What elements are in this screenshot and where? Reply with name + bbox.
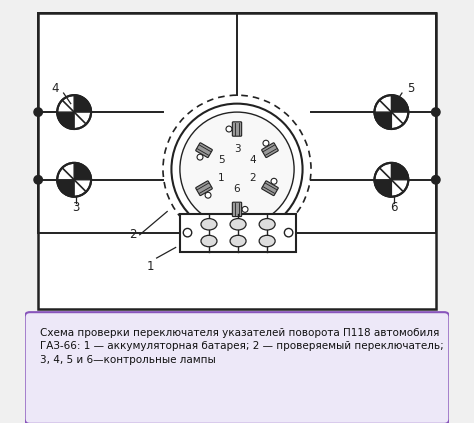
Text: 1: 1 [146, 260, 154, 273]
Circle shape [205, 192, 211, 198]
Polygon shape [74, 163, 91, 180]
FancyBboxPatch shape [262, 143, 278, 157]
Circle shape [172, 104, 302, 235]
Polygon shape [74, 95, 91, 112]
Polygon shape [57, 112, 74, 129]
Circle shape [271, 179, 277, 184]
Circle shape [197, 154, 203, 160]
Circle shape [183, 228, 192, 237]
FancyBboxPatch shape [232, 122, 242, 136]
Circle shape [432, 108, 440, 116]
Text: 2: 2 [129, 228, 137, 241]
Circle shape [263, 140, 269, 146]
Circle shape [284, 228, 293, 237]
Circle shape [57, 163, 91, 197]
Circle shape [57, 95, 91, 129]
Circle shape [226, 126, 232, 132]
Polygon shape [57, 180, 74, 197]
Circle shape [34, 108, 42, 116]
Circle shape [180, 112, 294, 226]
Text: 3: 3 [73, 201, 80, 214]
Ellipse shape [201, 219, 217, 230]
FancyBboxPatch shape [232, 202, 242, 217]
FancyBboxPatch shape [38, 13, 436, 309]
Polygon shape [392, 163, 408, 180]
Circle shape [242, 206, 248, 212]
Text: 6: 6 [390, 201, 397, 214]
Text: 6: 6 [234, 184, 240, 194]
Circle shape [432, 176, 440, 184]
FancyBboxPatch shape [262, 181, 278, 195]
Circle shape [34, 176, 42, 184]
Ellipse shape [259, 235, 275, 247]
Ellipse shape [230, 219, 246, 230]
Circle shape [374, 163, 408, 197]
Text: 4: 4 [51, 82, 59, 95]
Polygon shape [374, 180, 392, 197]
FancyBboxPatch shape [196, 181, 212, 195]
Text: 4: 4 [249, 155, 255, 165]
Ellipse shape [259, 219, 275, 230]
Text: 3: 3 [234, 144, 240, 154]
Circle shape [374, 95, 408, 129]
Text: 1: 1 [219, 173, 225, 183]
Polygon shape [392, 95, 408, 112]
Text: 5: 5 [407, 82, 414, 95]
FancyBboxPatch shape [25, 312, 449, 423]
FancyBboxPatch shape [196, 143, 212, 157]
Text: 5: 5 [219, 155, 225, 165]
Text: 2: 2 [249, 173, 255, 183]
Text: Схема проверки переключателя указателей поворота П118 автомобиля
ГАЗ-66: 1 — акк: Схема проверки переключателя указателей … [40, 328, 444, 365]
Ellipse shape [201, 235, 217, 247]
Bar [180, 214, 296, 252]
Polygon shape [374, 112, 392, 129]
Ellipse shape [230, 235, 246, 247]
